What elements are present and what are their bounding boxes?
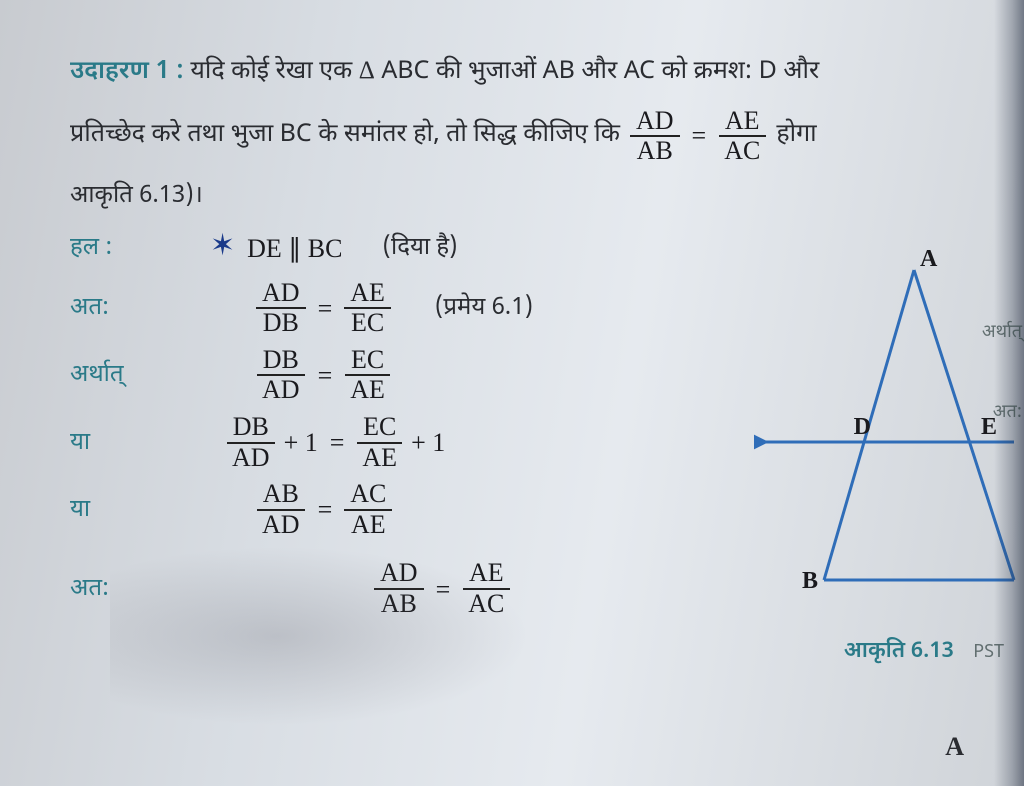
or-label-1: या xyxy=(70,425,210,461)
problem-statement: उदाहरण 1 : यदि कोई रेखा एक Δ ABC की भुजा… xyxy=(70,52,994,95)
triangle-figure: ABDE xyxy=(754,250,1024,670)
problem-text-1: यदि कोई रेखा एक Δ ABC की भुजाओं AB और AC… xyxy=(190,57,819,89)
example-label: उदाहरण 1 : xyxy=(70,57,184,89)
svg-text:A: A xyxy=(920,250,938,272)
solution-label: हल : xyxy=(70,230,210,266)
theorem-note: (प्रमेय 6.1) xyxy=(435,290,533,326)
book-gutter xyxy=(994,0,1024,786)
target-equation: ADAB = AEAC xyxy=(626,107,770,166)
textbook-page: उदाहरण 1 : यदि कोई रेखा एक Δ ABC की भुजा… xyxy=(0,0,1024,786)
figure-caption: आकृति 6.13 xyxy=(844,635,954,668)
given-math: DE ∥ BC xyxy=(247,229,342,268)
recip-equation: DBAD = ECAE xyxy=(252,346,395,405)
ie-label: अर्थात् xyxy=(70,357,210,393)
margin-text-2: अत: xyxy=(993,400,1022,427)
margin-text-3: PST xyxy=(973,640,1004,667)
vertex-label-A2: A xyxy=(945,727,964,766)
simplify-equation: ABAD = ACAE xyxy=(252,480,396,539)
hence-label: अत: xyxy=(70,290,210,326)
problem-text-2a: प्रतिच्छेद करे तथा भुजा BC के समांतर हो,… xyxy=(70,115,620,158)
given-note: (दिया है) xyxy=(382,230,457,266)
problem-statement-2: प्रतिच्छेद करे तथा भुजा BC के समांतर हो,… xyxy=(70,107,994,166)
figure-reference: आकृति 6.13)। xyxy=(70,178,994,214)
margin-text-1: अर्थात् xyxy=(982,320,1022,347)
star-icon: ✶ xyxy=(210,226,235,271)
hence-label-2: अत: xyxy=(70,571,210,607)
add1-equation: DBAD + 1 = ECAE + 1 xyxy=(222,413,445,472)
svg-text:D: D xyxy=(854,414,871,440)
bpt-equation: ADDB = AEEC xyxy=(252,279,395,338)
conclusion-equation: ADAB = AEAC xyxy=(370,559,514,618)
svg-text:B: B xyxy=(802,568,818,594)
problem-text-2b: होगा xyxy=(776,115,816,158)
or-label-2: या xyxy=(70,492,210,528)
